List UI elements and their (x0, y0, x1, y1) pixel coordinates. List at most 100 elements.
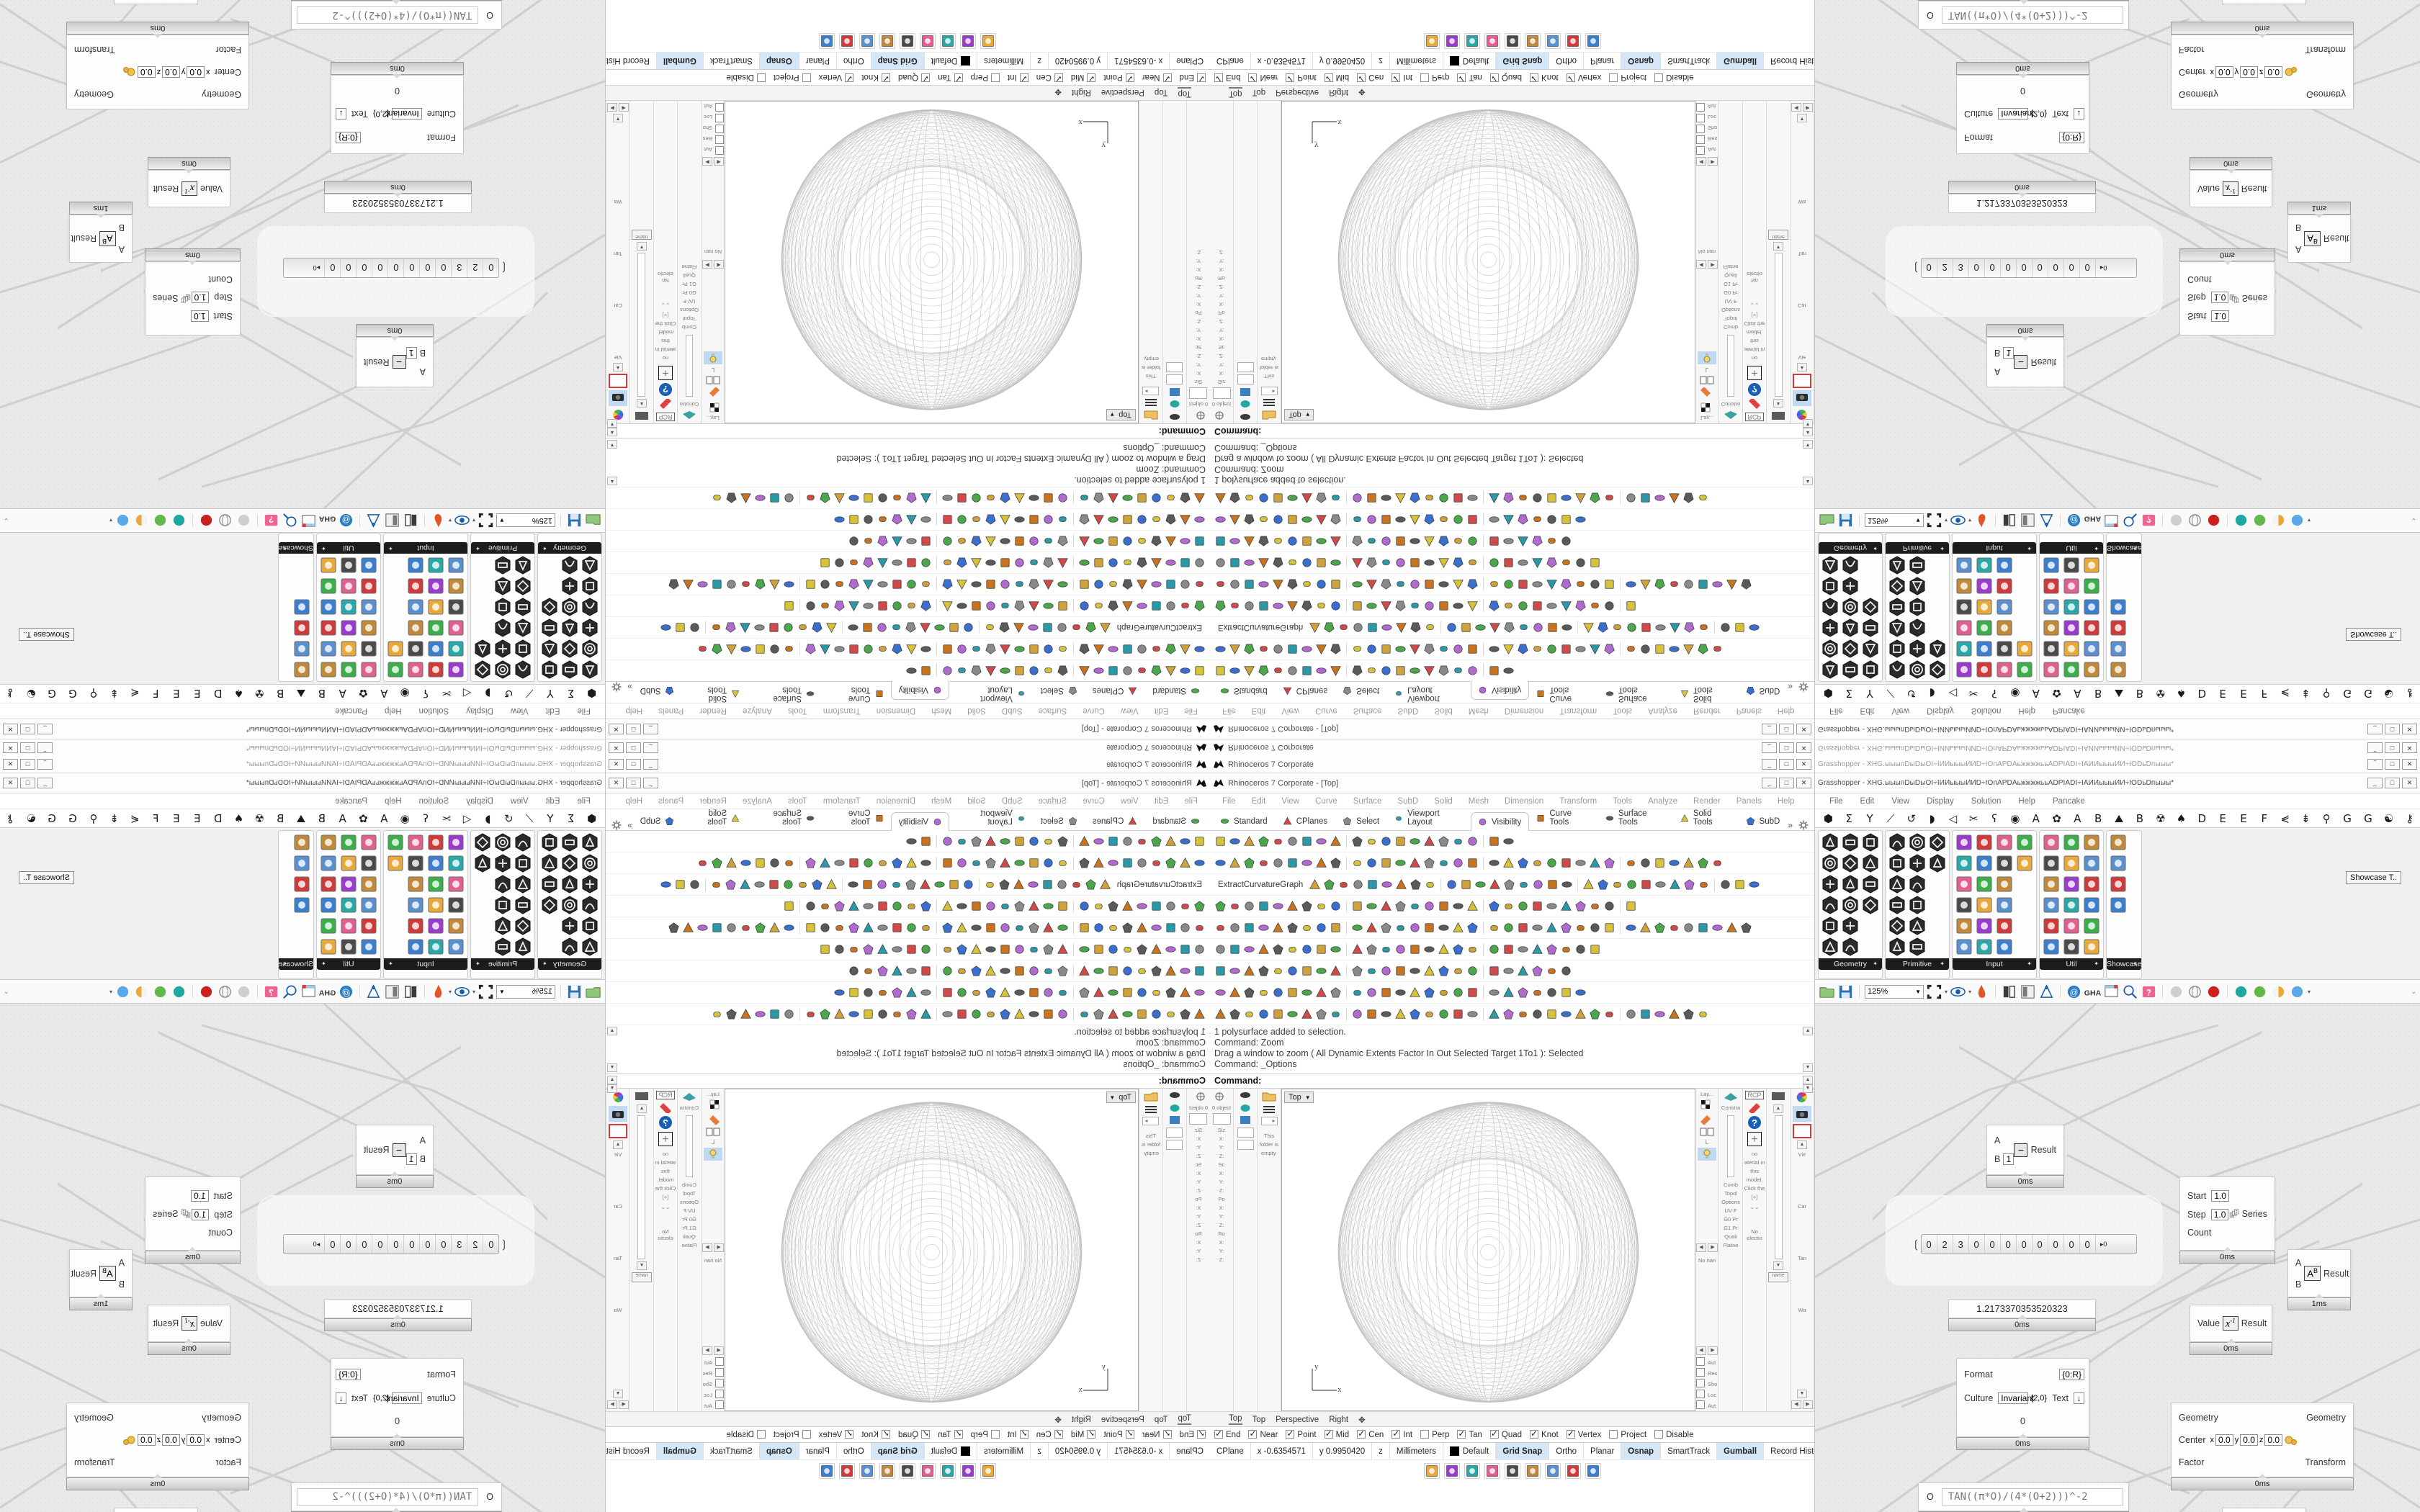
rhino-toolbar-view[interactable] (606, 1004, 1210, 1025)
command-scrollbar[interactable]: ▲ ▼ (1803, 440, 1813, 485)
rhino-status-bar[interactable]: CPlane x -0.6354571 y 0.9950420 z Millimeter… (605, 53, 1210, 70)
toolbar-icon[interactable] (941, 491, 954, 505)
constraints-panel[interactable]: Constra Comb Topol Options UV F G0 Pr G1… (677, 1089, 701, 1411)
toolbar-icon[interactable] (1013, 556, 1026, 570)
rhino-toolbar-standard[interactable] (606, 852, 1210, 874)
toolbar-icon[interactable] (753, 491, 767, 505)
checkbox[interactable] (1609, 73, 1618, 82)
toolbar-icon[interactable] (1639, 856, 1652, 870)
toolbar-icon[interactable] (918, 621, 932, 634)
toolbar-icon[interactable] (1077, 921, 1091, 935)
toolbar-icon[interactable] (905, 921, 918, 935)
toolbar-icon[interactable] (681, 921, 695, 935)
toolbar-icon[interactable] (1056, 856, 1070, 870)
checkbox[interactable] (881, 73, 890, 82)
preview-blue-icon[interactable] (115, 984, 131, 1000)
start-value[interactable]: 1.0 (190, 310, 209, 323)
viewport-label[interactable]: Top ▼ (1284, 1092, 1314, 1103)
toolbar-icon[interactable] (1092, 921, 1106, 935)
toolbar-icon[interactable] (1106, 491, 1120, 505)
gh-menu-edit[interactable]: Edit (545, 796, 560, 806)
toolbar-icon[interactable] (1560, 878, 1574, 891)
gh-palette-name[interactable]: Showcase ✦ (2107, 542, 2142, 554)
toolbar-icon[interactable] (1077, 899, 1091, 913)
toolbar-icon[interactable] (1027, 577, 1041, 591)
gh-window-buttons[interactable]: _ □ ✕ (2367, 778, 2417, 788)
gh-component-geo-4[interactable] (1821, 598, 1839, 616)
panel-icon[interactable] (384, 513, 400, 529)
display-mode-panel[interactable]: ▲ ▼ name (629, 101, 653, 423)
slider-digit[interactable]: 0 (340, 258, 357, 277)
toolbar-icon[interactable] (890, 964, 904, 978)
toolbar-icon[interactable] (1487, 1007, 1501, 1021)
rhino-icon[interactable] (879, 1462, 896, 1479)
cluster-icon[interactable] (2038, 984, 2055, 1000)
toolbar-icon[interactable] (1257, 556, 1270, 570)
slider-digit[interactable]: 2 (467, 1235, 483, 1254)
toolbar-icon[interactable] (1150, 942, 1163, 956)
toolbar-icon[interactable] (969, 491, 983, 505)
toolbar-icon[interactable] (768, 642, 781, 656)
status-toggle-record-history[interactable]: Record History (1764, 53, 1815, 69)
osnap-knot[interactable]: Knot (861, 1430, 890, 1439)
gh-component-geo-1[interactable] (1821, 833, 1839, 852)
toolbar-icon[interactable] (1092, 513, 1106, 526)
gh-component-in-5[interactable] (1955, 917, 1973, 935)
plane-icon[interactable] (1723, 410, 1739, 421)
gh-component-in-9[interactable] (1975, 618, 1994, 637)
scroll-left-icon[interactable]: ◀ (1696, 1243, 1706, 1252)
checkbox[interactable] (1019, 1430, 1028, 1439)
panel-value[interactable]: 1.2173370353520323 (1948, 1299, 2096, 1318)
toolbar-icon[interactable] (998, 834, 1012, 848)
preview-eye-icon[interactable] (454, 984, 470, 1000)
gh-palette-name[interactable]: Showcase ✦ (278, 542, 313, 554)
material-panel[interactable]: RCP ? + no aterial in this model. Click … (653, 101, 677, 423)
rhino-window-buttons[interactable]: _ □ ✕ (1762, 724, 1811, 734)
toolbar-icon[interactable] (1056, 834, 1070, 848)
gh-component-ut-2[interactable] (359, 854, 378, 873)
gh-palette-geometry[interactable]: Geometry ✦ (537, 533, 602, 682)
viewport-label[interactable]: Top ▼ (1106, 409, 1136, 420)
toolbar-icon[interactable] (1408, 942, 1422, 956)
gh-component-expression[interactable]: O TAN((π*O)/(4*(O+2)))^-2 0ms (291, 1482, 502, 1512)
viewport-tab-perspective[interactable]: Perspective (1101, 88, 1144, 97)
toolbar-icon[interactable] (847, 899, 861, 913)
osnap-perp[interactable]: Perp (971, 73, 1000, 82)
toolbar-icon[interactable] (1271, 664, 1285, 678)
toolbar-icon[interactable] (1451, 986, 1465, 999)
toolbar-icon[interactable] (1451, 642, 1465, 656)
toolbar-icon[interactable] (1329, 556, 1343, 570)
format-value[interactable]: {0:R} (336, 132, 361, 144)
gh-category-tab[interactable]: B (2136, 687, 2143, 701)
toolbar-icon[interactable] (1308, 878, 1322, 891)
gh-palette-input[interactable]: Input ✦ (1952, 533, 2037, 682)
toolbar-icon[interactable] (1150, 856, 1163, 870)
gh-component-prim-5[interactable] (1888, 577, 1906, 595)
slider-digit[interactable]: 0 (2064, 1235, 2080, 1254)
toolbar-icon[interactable] (1437, 556, 1451, 570)
toolbar-icon[interactable] (1056, 642, 1070, 656)
toolbar-icon[interactable] (1696, 856, 1710, 870)
slider-digit[interactable]: 0 (435, 1235, 452, 1254)
osnap-mid[interactable]: Mid (1071, 1430, 1096, 1439)
checkbox[interactable] (845, 1430, 854, 1439)
toolbar-icon[interactable] (998, 534, 1012, 548)
toolbar-icon[interactable] (1164, 986, 1178, 999)
toolbar-icon[interactable] (1739, 577, 1753, 591)
gh-component-geo-3[interactable] (581, 875, 599, 894)
toolbar-icon[interactable] (1350, 921, 1364, 935)
toolbar-icon[interactable] (1135, 899, 1149, 913)
search-icon[interactable] (2122, 513, 2138, 529)
toolbar-icon[interactable] (1408, 856, 1422, 870)
toolbar-icon[interactable] (890, 921, 904, 935)
preview-wireframe-icon[interactable] (217, 513, 233, 529)
maximize-icon[interactable]: □ (20, 778, 35, 788)
toolbar-icon[interactable] (1242, 964, 1256, 978)
quadrant-bottom-right[interactable]: Rhinoceros 7 Corporate _ □ ✕ Rhinoceros … (1210, 756, 2420, 1512)
toolbar-icon[interactable] (753, 1007, 767, 1021)
preview-teal-icon[interactable] (171, 984, 187, 1000)
toolbar-icon[interactable] (1488, 621, 1502, 634)
minimize-icon[interactable]: _ (37, 724, 53, 734)
toolbar-icon[interactable] (1013, 642, 1026, 656)
gh-component-ut-15[interactable] (2082, 875, 2101, 894)
